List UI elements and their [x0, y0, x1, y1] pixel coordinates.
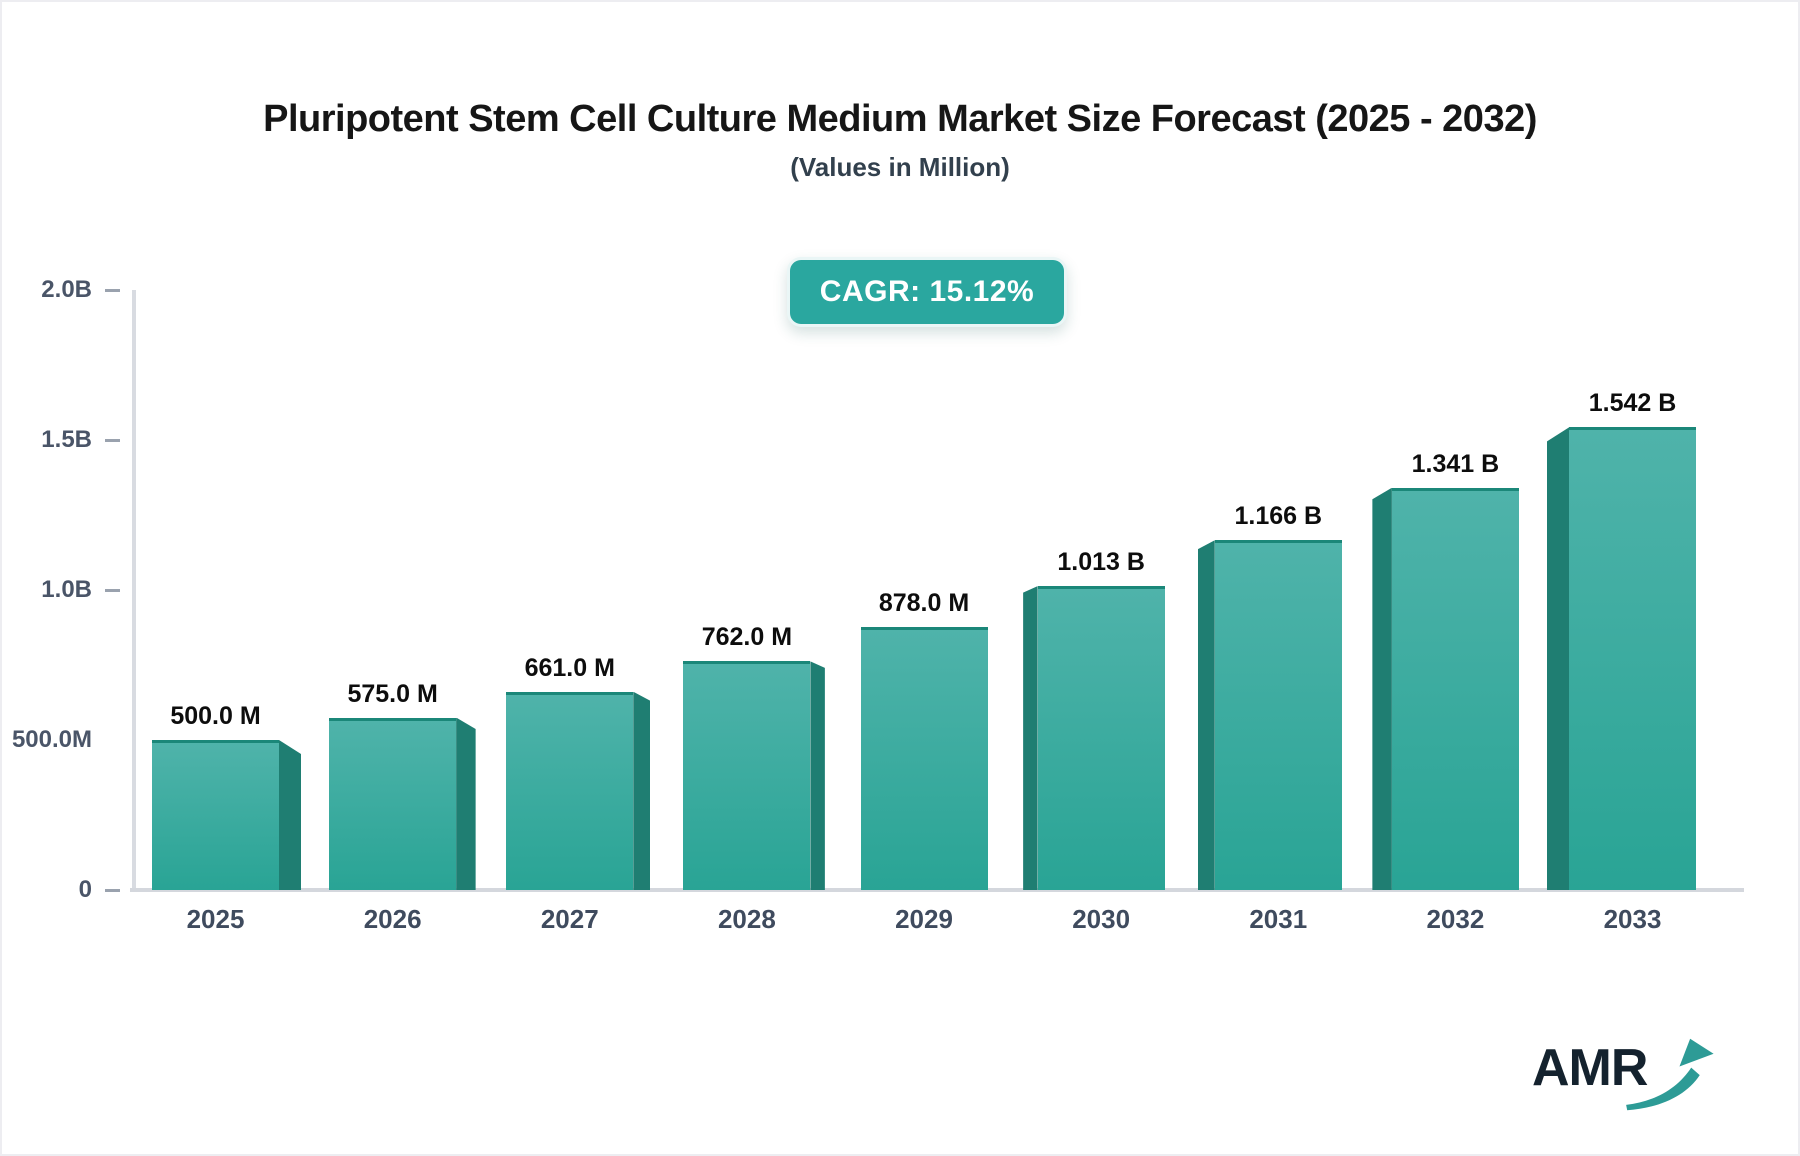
y-tick-label: 1.5B [41, 426, 92, 453]
bar-value-label: 661.0 M [524, 653, 615, 682]
bar-side-panel [1372, 487, 1392, 890]
bar [506, 691, 634, 890]
y-tick-dash [105, 288, 120, 292]
bar-side-panel [633, 691, 651, 890]
amr-logo: AMR [1532, 1034, 1722, 1114]
bar-value-label: 575.0 M [347, 679, 438, 708]
bar-value-label: 1.341 B [1411, 449, 1500, 478]
bar-side-panel [810, 661, 825, 890]
y-tick-label: 2.0B [41, 276, 92, 303]
x-tick-label: 2028 [717, 904, 776, 934]
page-title: Pluripotent Stem Cell Culture Medium Mar… [263, 98, 1537, 140]
cagr-badge: CAGR: 15.12% [787, 257, 1067, 327]
y-tick-label: 0 [78, 876, 92, 903]
x-tick-label: 2032 [1426, 904, 1485, 934]
bar [152, 740, 279, 890]
y-axis [132, 290, 136, 890]
x-tick-label: 2030 [1072, 904, 1131, 934]
x-tick-label: 2026 [363, 904, 422, 934]
bar [1569, 427, 1696, 890]
x-tick-label: 2027 [540, 904, 599, 934]
x-tick-label: 2029 [895, 904, 953, 934]
bar-value-label: 500.0 M [170, 702, 261, 730]
bar-side-panel [1023, 586, 1038, 890]
bar [1391, 487, 1519, 890]
bar-value-label: 1.166 B [1234, 502, 1323, 531]
x-tick-label: 2033 [1603, 904, 1662, 934]
x-tick-label: 2025 [186, 904, 245, 934]
page-subtitle: (Values in Million) [790, 152, 1010, 182]
y-tick-dash [105, 588, 120, 592]
growth-arrow-icon [1624, 1036, 1720, 1117]
bar [329, 717, 457, 890]
bar [860, 626, 988, 890]
y-tick-label: 1.0B [41, 576, 92, 603]
y-tick-dash [105, 888, 120, 892]
x-tick-label: 2031 [1249, 904, 1308, 934]
bar [683, 661, 811, 890]
bar [1214, 540, 1342, 890]
bar-value-label: 1.013 B [1057, 548, 1145, 577]
bar-value-label: 762.0 M [701, 623, 793, 652]
bar-side-panel [279, 740, 301, 890]
amr-logo-text: AMR [1532, 1039, 1648, 1097]
bar-side-panel [456, 717, 476, 890]
bar-value-label: 878.0 M [878, 588, 970, 617]
y-tick-dash [105, 438, 120, 442]
bar [1037, 586, 1165, 890]
bar-side-panel [1547, 427, 1569, 890]
bar-value-label: 1.542 B [1588, 389, 1677, 418]
y-tick-label: 500.0M [11, 726, 92, 753]
x-axis [130, 888, 1744, 892]
bar-side-panel [1197, 540, 1215, 890]
